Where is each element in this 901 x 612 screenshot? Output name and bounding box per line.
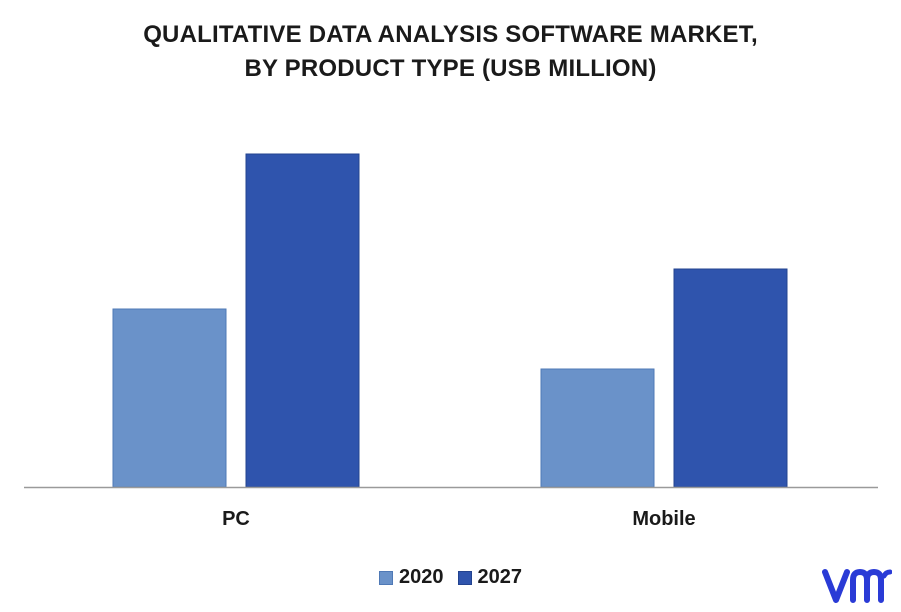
chart-title: QUALITATIVE DATA ANALYSIS SOFTWARE MARKE… (0, 18, 901, 86)
legend-label-2020: 2020 (399, 566, 444, 588)
category-label-pc: PC (222, 508, 250, 530)
legend: 2020 2027 (0, 566, 901, 589)
chart-title-line-1: QUALITATIVE DATA ANALYSIS SOFTWARE MARKE… (143, 21, 758, 48)
legend-item-2020: 2020 (379, 566, 444, 589)
bar-mobile-2027 (673, 268, 788, 488)
legend-item-2027: 2027 (457, 566, 523, 589)
legend-swatch-2020 (379, 570, 393, 585)
bar-pc-2020 (112, 308, 227, 488)
category-label-mobile: Mobile (632, 508, 695, 530)
legend-label-2027: 2027 (477, 566, 523, 588)
vmr-logo-icon (822, 569, 892, 603)
chart-title-line-2: BY PRODUCT TYPE (USB MILLION) (244, 55, 657, 82)
bar-mobile-2020 (540, 368, 655, 488)
legend-swatch-2027 (457, 570, 472, 585)
bar-pc-2027 (245, 153, 360, 488)
